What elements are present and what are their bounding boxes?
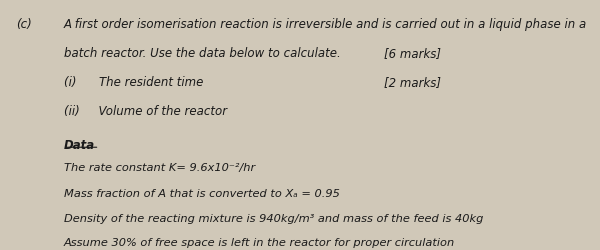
Text: (i)      The resident time: (i) The resident time xyxy=(64,76,203,89)
Text: batch reactor. Use the data below to calculate.: batch reactor. Use the data below to cal… xyxy=(64,47,340,60)
Text: Mass fraction of A that is converted to Xₐ = 0.95: Mass fraction of A that is converted to … xyxy=(64,190,340,200)
Text: A first order isomerisation reaction is irreversible and is carried out in a liq: A first order isomerisation reaction is … xyxy=(64,18,587,31)
Text: Density of the reacting mixture is 940kg/m³ and mass of the feed is 40kg: Density of the reacting mixture is 940kg… xyxy=(64,214,483,224)
Text: The rate constant K= 9.6x10⁻²/hr: The rate constant K= 9.6x10⁻²/hr xyxy=(64,163,255,173)
Text: (c): (c) xyxy=(16,18,31,31)
Text: (ii)     Volume of the reactor: (ii) Volume of the reactor xyxy=(64,105,227,118)
Text: Data: Data xyxy=(64,139,95,152)
Text: [2 marks]: [2 marks] xyxy=(384,76,441,89)
Text: Assume 30% of free space is left in the reactor for proper circulation: Assume 30% of free space is left in the … xyxy=(64,238,455,248)
Text: [6 marks]: [6 marks] xyxy=(384,47,441,60)
